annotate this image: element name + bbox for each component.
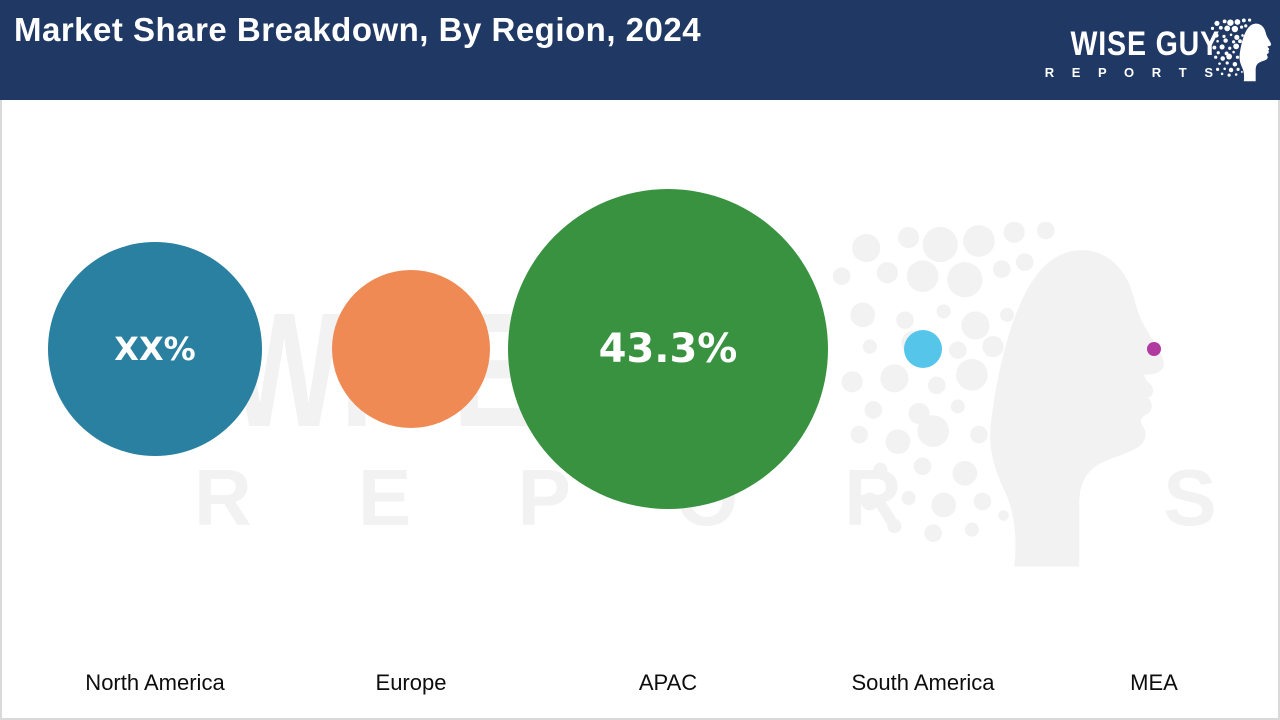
bubble-apac: 43.3%: [508, 189, 828, 509]
category-label-mea: MEA: [1130, 670, 1178, 695]
bubble-south-america: [904, 330, 942, 368]
page-title: Market Share Breakdown, By Region, 2024: [14, 11, 702, 48]
category-label-apac: APAC: [638, 670, 698, 695]
bubble-label-apac: 43.3%: [598, 326, 738, 372]
logo-text: WISE GUY R E P O R T S: [1042, 25, 1220, 80]
category-label-south-america: South America: [851, 670, 995, 695]
bubble-label-north-america: XX%: [114, 330, 196, 368]
logo-subtitle: R E P O R T S: [1044, 64, 1220, 80]
category-label-europe: Europe: [375, 670, 447, 695]
category-label-north-america: North America: [85, 670, 225, 695]
bubble-europe: [332, 270, 490, 428]
watermark-head-icon: [817, 222, 1169, 568]
chart-area: WISE GUY R E P O R T S XX% 43.3% North A…: [0, 100, 1280, 720]
logo-wordmark: WISE GUY: [1070, 24, 1220, 63]
brand-logo: WISE GUY R E P O R T S: [1042, 6, 1272, 94]
header: Market Share Breakdown, By Region, 2024 …: [0, 0, 1280, 100]
bubble-mea: [1147, 342, 1161, 356]
bubble-north-america: XX%: [48, 242, 262, 456]
